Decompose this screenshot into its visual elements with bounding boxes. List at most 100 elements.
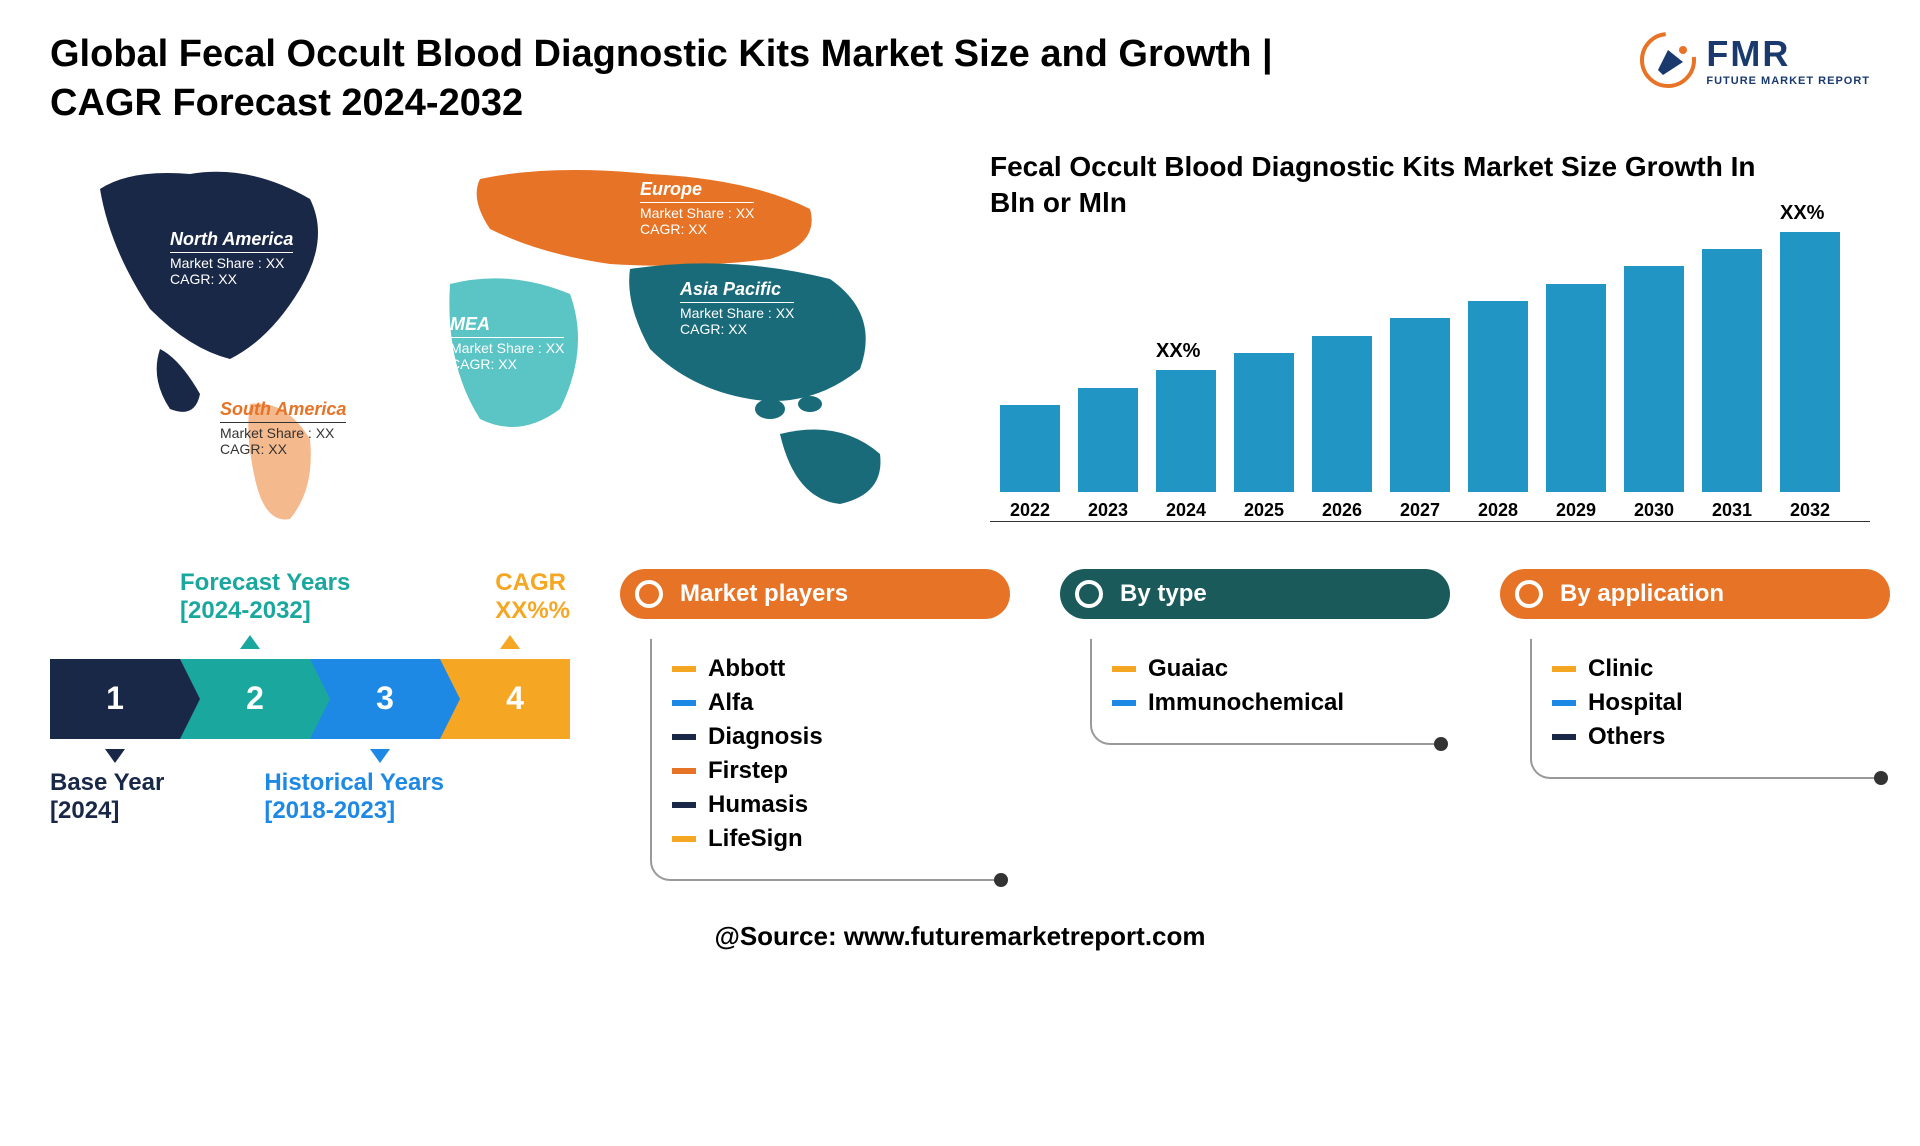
bullet-icon (1112, 666, 1136, 672)
bar-annotation: XX% (1780, 202, 1824, 225)
segment-item-label: Alfa (708, 689, 753, 717)
bar-year-label: 2026 (1322, 500, 1362, 521)
segment-list: Clinic Hospital Others (1530, 639, 1880, 779)
region-south-america: South America Market Share : XXCAGR: XX (220, 399, 346, 457)
bar-column: 2028 (1468, 301, 1528, 521)
bar (1078, 388, 1138, 492)
bar (1702, 249, 1762, 492)
bar-column: 2029 (1546, 284, 1606, 521)
chevron-1: 1 (50, 659, 180, 739)
bar-year-label: 2031 (1712, 500, 1752, 521)
bar (1000, 405, 1060, 492)
segment-item: Hospital (1552, 689, 1880, 717)
bar-column: 2023 (1078, 388, 1138, 521)
segment-item-label: Firstep (708, 757, 788, 785)
region-asia-pacific: Asia Pacific Market Share : XXCAGR: XX (680, 279, 794, 337)
source-text: @Source: www.futuremarketreport.com (50, 921, 1870, 952)
page-title: Global Fecal Occult Blood Diagnostic Kit… (50, 30, 1350, 129)
segment-item: Guaiac (1112, 655, 1440, 683)
bullet-icon (672, 734, 696, 740)
segment-item-label: Guaiac (1148, 655, 1228, 683)
segment-item: Others (1552, 723, 1880, 751)
region-europe: Europe Market Share : XXCAGR: XX (640, 179, 754, 237)
bullet-icon (672, 666, 696, 672)
segment-item-label: Abbott (708, 655, 785, 683)
bar-year-label: 2028 (1478, 500, 1518, 521)
bullet-icon (672, 836, 696, 842)
segment-column: By application Clinic Hospital Others (1500, 569, 1890, 881)
bar-column: 2027 (1390, 318, 1450, 520)
bar-column: 2026 (1312, 336, 1372, 521)
segment-item-label: Clinic (1588, 655, 1653, 683)
bar-year-label: 2024 (1166, 500, 1206, 521)
segment-column: By type Guaiac Immunochemical (1060, 569, 1450, 881)
segment-item-label: Hospital (1588, 689, 1683, 717)
bar-column: 2022 (1000, 405, 1060, 521)
bar (1390, 318, 1450, 491)
bullet-icon (1552, 700, 1576, 706)
segment-item: Immunochemical (1112, 689, 1440, 717)
segment-item-label: Immunochemical (1148, 689, 1344, 717)
bar (1312, 336, 1372, 492)
segment-item: Firstep (672, 757, 1000, 785)
segment-list: Guaiac Immunochemical (1090, 639, 1440, 745)
region-north-america: North America Market Share : XXCAGR: XX (170, 229, 293, 287)
segment-item: Alfa (672, 689, 1000, 717)
segment-item-label: LifeSign (708, 825, 803, 853)
world-map: North America Market Share : XXCAGR: XX … (50, 149, 950, 529)
bar-year-label: 2025 (1244, 500, 1284, 521)
bar (1624, 266, 1684, 491)
bullet-icon (1552, 666, 1576, 672)
logo: FMR FUTURE MARKET REPORT (1638, 30, 1870, 90)
forecast-label: Forecast Years[2024-2032] (180, 569, 350, 625)
chevron-row: 1 2 3 4 (50, 659, 570, 739)
bullet-icon (672, 802, 696, 808)
segment-item: Abbott (672, 655, 1000, 683)
bar-year-label: 2022 (1010, 500, 1050, 521)
bar-chart: 2022 2023 XX% 2024 2025 2026 2027 2028 2029 2030 2… (990, 242, 1870, 522)
cagr-label: CAGRXX%% (495, 569, 570, 625)
bar-chart-section: Fecal Occult Blood Diagnostic Kits Marke… (990, 149, 1870, 529)
bar-column: 2030 (1624, 266, 1684, 520)
bullet-icon (672, 700, 696, 706)
segment-item: Diagnosis (672, 723, 1000, 751)
logo-fmr-text: FMR (1706, 33, 1870, 75)
bar-year-label: 2023 (1088, 500, 1128, 521)
segment-list: Abbott Alfa Diagnosis Firstep Humasis LifeSig… (650, 639, 1000, 881)
bar: XX% (1156, 370, 1216, 491)
segment-item: Humasis (672, 791, 1000, 819)
segment-pill: By application (1500, 569, 1890, 619)
fmr-logo-icon (1638, 30, 1698, 90)
bar-year-label: 2029 (1556, 500, 1596, 521)
bar-year-label: 2027 (1400, 500, 1440, 521)
segment-item-label: Humasis (708, 791, 808, 819)
segment-item-label: Diagnosis (708, 723, 823, 751)
bar-year-label: 2030 (1634, 500, 1674, 521)
bullet-icon (1112, 700, 1136, 706)
bar-column: XX% 2032 (1780, 232, 1840, 521)
bar (1234, 353, 1294, 492)
segment-pill: By type (1060, 569, 1450, 619)
header: Global Fecal Occult Blood Diagnostic Kit… (50, 30, 1870, 129)
bar-column: 2025 (1234, 353, 1294, 521)
segment-item: Clinic (1552, 655, 1880, 683)
bar-year-label: 2032 (1790, 500, 1830, 521)
bar (1546, 284, 1606, 492)
bar (1468, 301, 1528, 492)
segment-pill: Market players (620, 569, 1010, 619)
timeline-section: Forecast Years[2024-2032] CAGRXX%% 1 2 3… (50, 569, 570, 825)
segment-column: Market players Abbott Alfa Diagnosis Firstep… (620, 569, 1010, 881)
logo-sub-text: FUTURE MARKET REPORT (1706, 75, 1870, 87)
segment-item: LifeSign (672, 825, 1000, 853)
bar-column: 2031 (1702, 249, 1762, 521)
segment-item-label: Others (1588, 723, 1665, 751)
bullet-icon (1552, 734, 1576, 740)
bar-annotation: XX% (1156, 340, 1200, 363)
bullet-icon (672, 768, 696, 774)
historical-years-label: Historical Years[2018-2023] (264, 769, 444, 825)
segments-row: Market players Abbott Alfa Diagnosis Firstep… (620, 569, 1890, 881)
region-mea: MEA Market Share : XXCAGR: XX (450, 314, 564, 372)
bar: XX% (1780, 232, 1840, 492)
base-year-label: Base Year[2024] (50, 769, 164, 825)
chart-title: Fecal Occult Blood Diagnostic Kits Marke… (990, 149, 1870, 222)
